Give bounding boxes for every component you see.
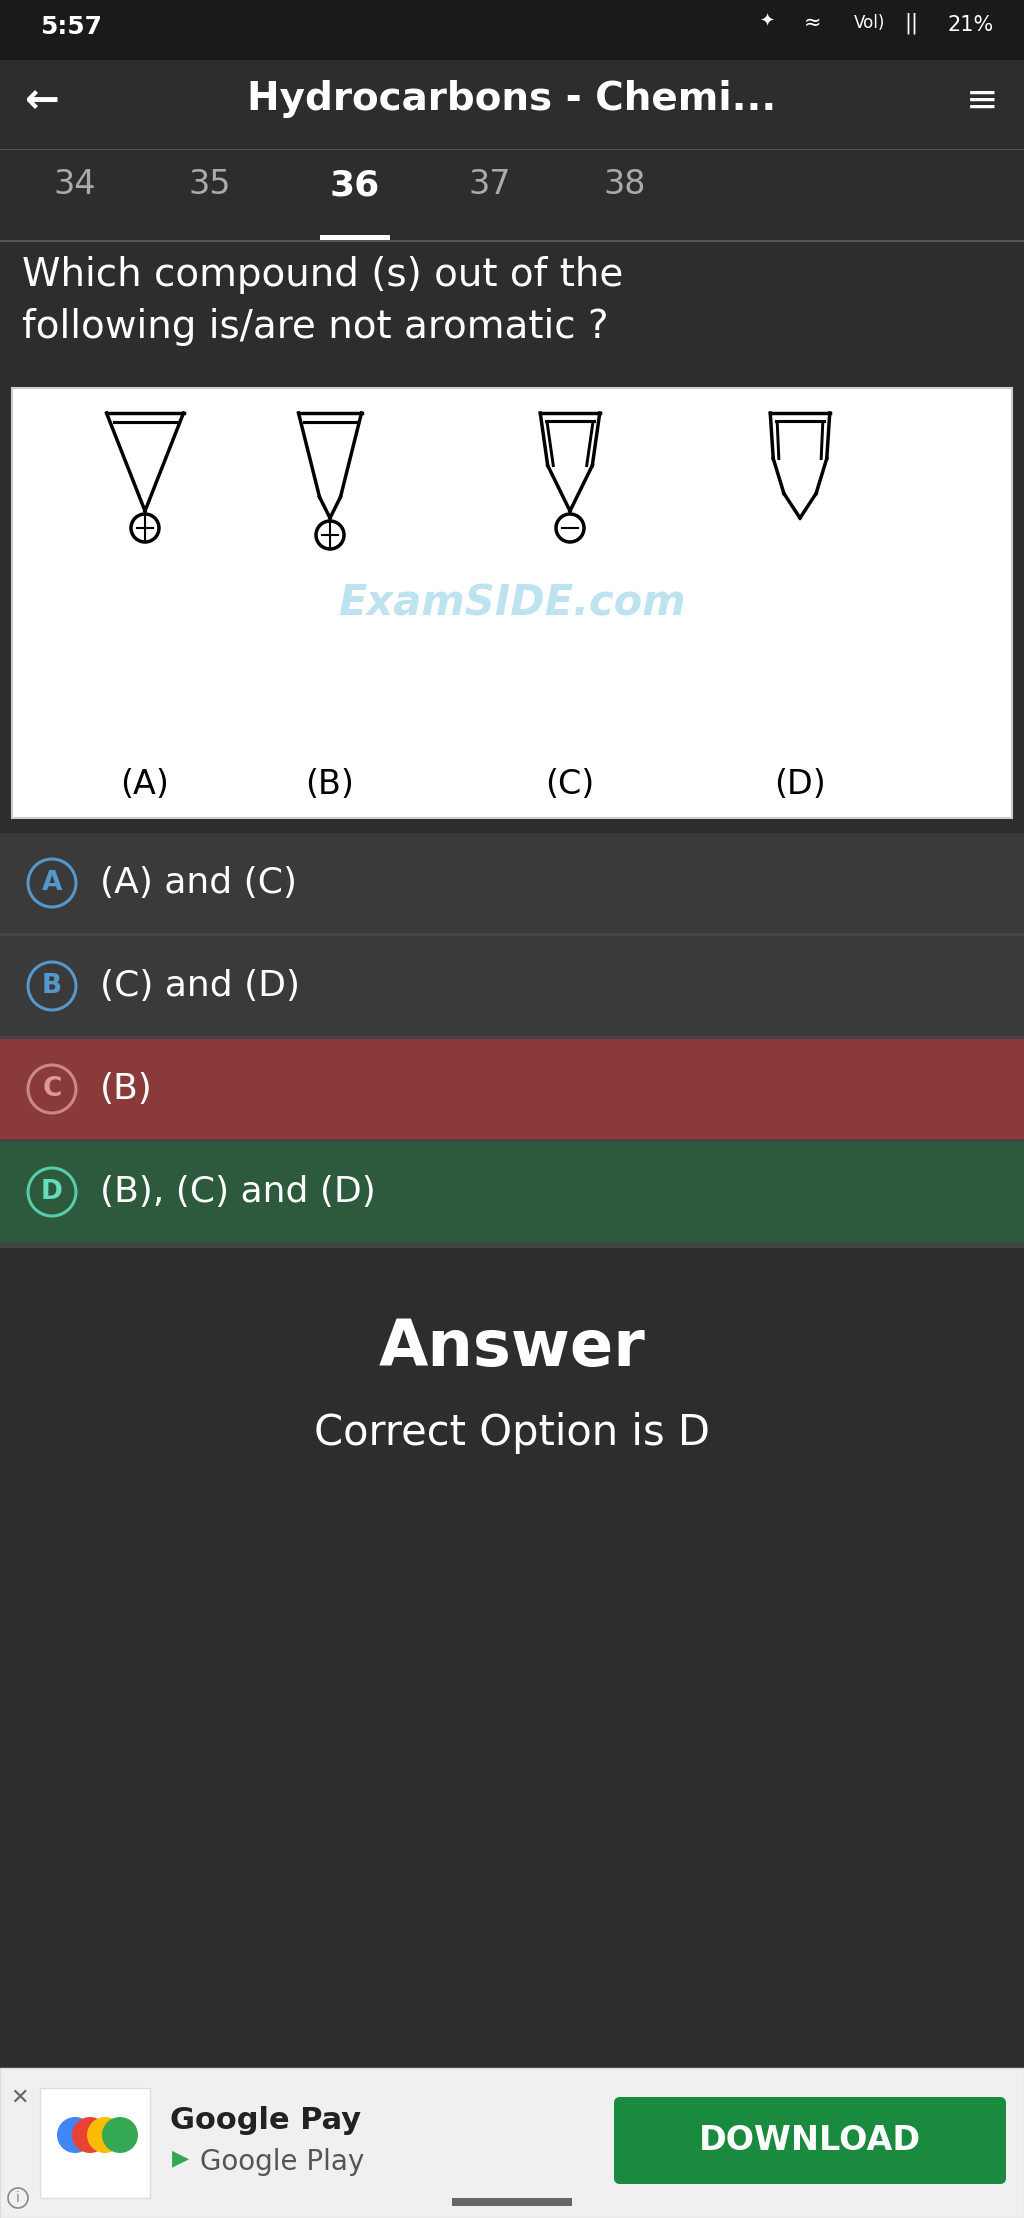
Text: ≡: ≡ — [967, 82, 999, 120]
Text: (D): (D) — [774, 767, 826, 801]
Text: 37: 37 — [469, 169, 511, 202]
Text: Google Play: Google Play — [200, 2147, 365, 2176]
Bar — [0, 936, 1024, 1036]
Text: 5:57: 5:57 — [40, 16, 102, 40]
Text: 38: 38 — [604, 169, 646, 202]
Text: i: i — [16, 2191, 19, 2205]
Bar — [0, 60, 1024, 151]
Text: ExamSIDE.com: ExamSIDE.com — [338, 581, 686, 623]
Text: DOWNLOAD: DOWNLOAD — [699, 2123, 921, 2156]
Text: following is/are not aromatic ?: following is/are not aromatic ? — [22, 308, 608, 346]
Bar — [319, 235, 390, 240]
Bar — [0, 2067, 1024, 2218]
Text: (C) and (D): (C) and (D) — [100, 969, 300, 1003]
Text: ≈: ≈ — [804, 13, 821, 33]
Text: (B): (B) — [305, 767, 354, 801]
Text: (B), (C) and (D): (B), (C) and (D) — [100, 1176, 376, 1209]
Bar — [0, 1140, 1024, 1142]
Text: Google Pay: Google Pay — [170, 2107, 361, 2136]
Bar — [0, 151, 1024, 240]
Text: Answer: Answer — [379, 1317, 645, 1380]
Text: ||: || — [904, 13, 918, 35]
Text: (B): (B) — [100, 1071, 153, 1107]
Text: ✦: ✦ — [759, 13, 774, 31]
Text: (C): (C) — [546, 767, 595, 801]
Text: 34: 34 — [53, 169, 96, 202]
Bar — [0, 2067, 1024, 2218]
Bar — [0, 1258, 1024, 1608]
Text: D: D — [41, 1180, 62, 1204]
Text: C: C — [42, 1076, 61, 1102]
Circle shape — [102, 2116, 138, 2154]
Circle shape — [57, 2116, 93, 2154]
FancyBboxPatch shape — [614, 2096, 1006, 2185]
Bar — [452, 2198, 572, 2207]
Text: Which compound (s) out of the: Which compound (s) out of the — [22, 255, 624, 295]
Bar — [40, 2087, 150, 2198]
Text: 21%: 21% — [948, 16, 994, 35]
Text: ▶: ▶ — [172, 2147, 189, 2167]
Bar — [12, 388, 1012, 818]
Text: 36: 36 — [330, 169, 380, 202]
Text: (A) and (C): (A) and (C) — [100, 865, 297, 901]
Bar — [0, 1036, 1024, 1038]
Circle shape — [72, 2116, 108, 2154]
Bar — [0, 1038, 1024, 1140]
Text: ←: ← — [25, 80, 59, 122]
Bar — [0, 934, 1024, 936]
Bar — [0, 0, 1024, 60]
Text: ✕: ✕ — [10, 2087, 29, 2107]
Bar — [0, 834, 1024, 934]
Bar — [0, 1242, 1024, 1244]
Text: B: B — [42, 974, 62, 998]
Text: Correct Option is D: Correct Option is D — [314, 1413, 710, 1455]
Text: 35: 35 — [188, 169, 231, 202]
Text: A: A — [42, 869, 62, 896]
Bar — [12, 388, 1012, 818]
Bar — [0, 1142, 1024, 1242]
Text: Hydrocarbons - Chemi...: Hydrocarbons - Chemi... — [248, 80, 776, 118]
Circle shape — [87, 2116, 123, 2154]
Bar — [40, 2087, 150, 2198]
Text: Vol): Vol) — [854, 13, 886, 31]
Text: (A): (A) — [121, 767, 169, 801]
Bar — [0, 1244, 1024, 1249]
